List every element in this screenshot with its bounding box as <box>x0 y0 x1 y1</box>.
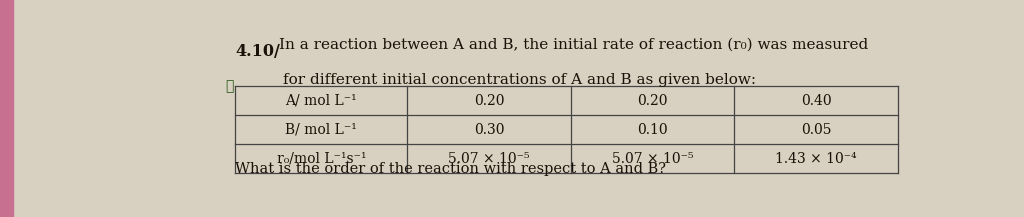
Text: 0.30: 0.30 <box>474 123 505 137</box>
Text: 0.20: 0.20 <box>474 94 505 108</box>
Text: ✓: ✓ <box>225 79 233 94</box>
Text: What is the order of the reaction with respect to A and B?: What is the order of the reaction with r… <box>236 162 667 176</box>
Text: 0.10: 0.10 <box>637 123 668 137</box>
Text: r₀/mol L⁻¹s⁻¹: r₀/mol L⁻¹s⁻¹ <box>276 152 366 166</box>
Text: A/ mol L⁻¹: A/ mol L⁻¹ <box>286 94 357 108</box>
Text: 5.07 × 10⁻⁵: 5.07 × 10⁻⁵ <box>449 152 529 166</box>
Text: 0.20: 0.20 <box>637 94 668 108</box>
Text: for different initial concentrations of A and B as given below:: for different initial concentrations of … <box>283 73 756 87</box>
Text: 5.07 × 10⁻⁵: 5.07 × 10⁻⁵ <box>612 152 693 166</box>
Text: 1.43 × 10⁻⁴: 1.43 × 10⁻⁴ <box>775 152 857 166</box>
Text: B/ mol L⁻¹: B/ mol L⁻¹ <box>286 123 357 137</box>
Text: 0.40: 0.40 <box>801 94 831 108</box>
Text: 0.05: 0.05 <box>801 123 831 137</box>
Text: In a reaction between A and B, the initial rate of reaction (r₀) was measured: In a reaction between A and B, the initi… <box>279 38 868 52</box>
Text: 4.10/: 4.10/ <box>236 43 280 60</box>
